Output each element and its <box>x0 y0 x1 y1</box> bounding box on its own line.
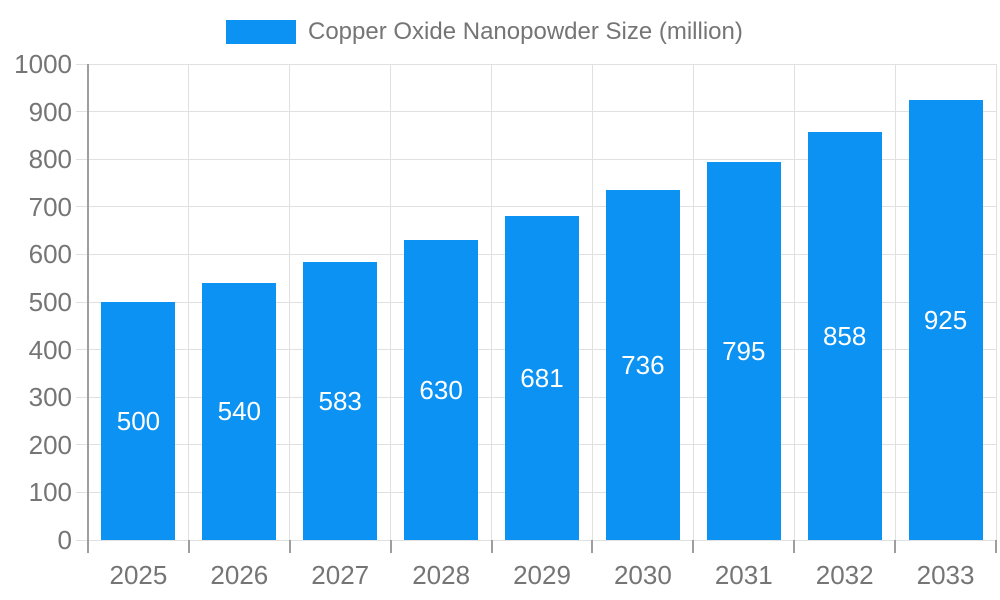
y-axis-tick-label: 100 <box>28 477 72 508</box>
x-axis-tick <box>591 540 594 553</box>
gridline-vertical <box>692 64 694 540</box>
gridline-vertical <box>491 64 493 540</box>
gridline-horizontal <box>76 158 996 160</box>
legend-swatch-icon <box>226 20 296 44</box>
y-axis-tick-label: 900 <box>28 96 72 127</box>
bar[interactable] <box>202 282 277 540</box>
gridline-vertical <box>591 64 593 540</box>
x-axis-tick-label: 2032 <box>815 560 874 590</box>
x-axis-tick <box>187 540 190 553</box>
x-axis-tick <box>793 540 796 553</box>
y-axis-line <box>87 64 89 553</box>
bar-value-label: 500 <box>116 406 161 436</box>
x-axis-tick <box>288 540 291 553</box>
y-axis-tick-label: 0 <box>57 525 72 555</box>
bar[interactable] <box>908 99 983 540</box>
gridline-horizontal <box>76 539 996 541</box>
bar[interactable] <box>101 302 176 540</box>
x-axis-tick-label: 2029 <box>513 560 571 590</box>
bar[interactable] <box>404 240 479 540</box>
bar-value-label: 795 <box>722 335 766 366</box>
x-axis-tick <box>894 540 897 553</box>
gridline-vertical <box>188 64 190 540</box>
x-axis-tick <box>389 540 392 553</box>
bar-value-label: 540 <box>217 396 262 427</box>
x-axis-tick <box>490 540 493 553</box>
bar-value-label: 736 <box>621 349 665 380</box>
x-axis-tick <box>692 540 695 553</box>
bar-value-label: 630 <box>419 375 463 406</box>
legend[interactable]: Copper Oxide Nanopowder Size (million) <box>226 19 743 45</box>
bar[interactable] <box>605 189 680 540</box>
bar-value-label: 925 <box>923 304 968 335</box>
bar-value-label: 858 <box>822 320 867 351</box>
y-axis-tick-label: 1000 <box>14 49 72 79</box>
bar[interactable] <box>303 262 378 540</box>
y-axis-tick-label: 200 <box>28 429 72 460</box>
x-axis-tick-label: 2027 <box>311 560 370 590</box>
x-axis-tick-label: 2025 <box>109 560 168 590</box>
x-axis-tick-label: 2033 <box>916 560 975 590</box>
gridline-horizontal <box>76 111 996 113</box>
gridline-vertical <box>390 64 392 540</box>
y-axis-tick-label: 500 <box>28 287 72 317</box>
x-axis-tick-label: 2026 <box>210 560 269 590</box>
bar[interactable] <box>706 161 781 540</box>
bar-value-label: 583 <box>318 386 362 417</box>
gridline-vertical <box>894 64 896 540</box>
gridline-horizontal <box>76 206 996 208</box>
gridline-horizontal <box>76 63 996 65</box>
x-axis-tick-label: 2028 <box>412 560 471 590</box>
gridline-vertical <box>793 64 795 540</box>
x-axis-tick-label: 2031 <box>714 560 773 590</box>
y-axis-tick-label: 800 <box>28 144 72 175</box>
y-axis-tick-label: 700 <box>28 191 72 222</box>
y-axis-tick-label: 400 <box>28 334 72 365</box>
y-axis-tick-label: 600 <box>28 239 72 270</box>
gridline-vertical <box>995 64 997 540</box>
y-axis-tick-label: 300 <box>28 382 72 413</box>
bar[interactable] <box>505 215 579 540</box>
x-axis-tick <box>995 540 997 553</box>
legend-label: Copper Oxide Nanopowder Size (million) <box>308 18 743 45</box>
bar[interactable] <box>807 131 882 540</box>
bar-value-label: 681 <box>520 362 564 393</box>
gridline-vertical <box>289 64 291 540</box>
x-axis-tick-label: 2030 <box>613 560 672 590</box>
